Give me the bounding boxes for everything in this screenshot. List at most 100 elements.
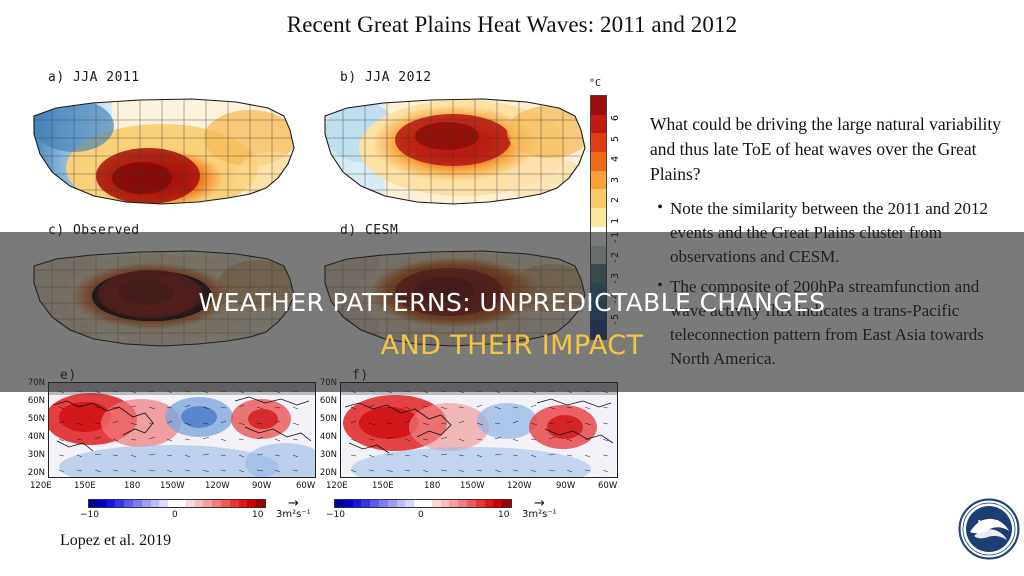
ylabel-e-30N: 30N [27, 450, 45, 460]
colorbar-segment [591, 133, 606, 153]
stream-colorbar-segment [422, 500, 432, 507]
colorbar-segment [591, 208, 606, 227]
bullet-text-1: Note the similarity between the 2011 and… [670, 198, 989, 266]
stream-colorbar-segment [361, 500, 371, 507]
xlabel-f-60W: 60W [598, 481, 618, 491]
colorbar-tick-4: 4 [610, 156, 621, 163]
stream-colorbar-segment [220, 500, 230, 507]
stream-colorbar-segment [458, 500, 467, 507]
ylabel-f-40N: 40N [319, 432, 337, 442]
vector-scale-arrow-e: → [288, 496, 299, 511]
colorbar-segment [591, 96, 606, 115]
stream-colorbar-segment [256, 500, 265, 507]
stream-colorbar-segment [502, 500, 511, 507]
stream-colorbar-segment [449, 500, 459, 507]
stream-colorbar-segment [132, 500, 142, 507]
xlabel-e-120E: 120E [30, 481, 52, 491]
stream-colorbar-segment [185, 500, 195, 507]
stream-cbar-tick-f-max: 10 [498, 510, 510, 520]
stream-colorbar-segment [176, 500, 186, 507]
colorbar-tick-neg2: -2 [610, 252, 621, 265]
stream-colorbar-segment [378, 500, 388, 507]
stream-colorbar-segment [212, 500, 221, 507]
panel-label-f: f) [352, 368, 369, 383]
panel-label-a: a) JJA 2011 [48, 70, 140, 85]
stream-colorbar-f [334, 499, 512, 508]
xlabel-f-90W: 90W [556, 481, 576, 491]
vector-scale-arrow-f: → [534, 496, 545, 511]
stream-colorbar-segment [493, 500, 503, 507]
stream-cbar-tick-f-min: −10 [326, 510, 345, 520]
ylabel-e-40N: 40N [27, 432, 45, 442]
ylabel-e-50N: 50N [27, 414, 45, 424]
stream-cbar-tick-e-max: 10 [252, 510, 264, 520]
stream-cbar-tick-e-zero: 0 [172, 510, 178, 520]
stream-colorbar-segment [440, 500, 450, 507]
stream-colorbar-segment [335, 500, 344, 507]
overlay-caption-line-2: AND THEIR IMPACT [380, 330, 644, 361]
stream-colorbar-segment [396, 500, 406, 507]
lead-question: What could be driving the large natural … [650, 114, 1002, 184]
bullet-glyph-1: • [657, 198, 663, 216]
colorbar-tick-1: 1 [610, 217, 621, 224]
stream-plot-f [340, 382, 618, 478]
colorbar-segment [591, 152, 606, 171]
colorbar-segment [591, 170, 606, 190]
colorbar-segment [591, 189, 606, 209]
colorbar-tick-6: 6 [610, 115, 621, 122]
xlabel-e-90W: 90W [252, 481, 272, 491]
stream-colorbar-segment [387, 500, 397, 507]
xlabel-e-120W: 120W [205, 481, 230, 491]
overlay-caption-line-1: WEATHER PATTERNS: UNPREDICTABLE CHANGES [198, 288, 826, 317]
panel-label-c: c) Observed [48, 223, 140, 238]
map-jja-2012 [313, 86, 603, 221]
xlabel-f-150W: 150W [460, 481, 485, 491]
xlabel-f-150E: 150E [372, 481, 394, 491]
ylabel-f-50N: 50N [319, 414, 337, 424]
stream-colorbar-segment [484, 500, 494, 507]
xlabel-e-150E: 150E [74, 481, 96, 491]
map-jja-2011 [22, 86, 312, 221]
stream-colorbar-segment [141, 500, 151, 507]
xlabel-e-150W: 150W [160, 481, 185, 491]
colorbar-segment [591, 245, 606, 265]
stream-colorbar-segment [89, 500, 98, 507]
colorbar-segment [591, 114, 606, 134]
stream-colorbar-segment [106, 500, 116, 507]
noaa-logo: NOAA [958, 498, 1020, 560]
stream-colorbar-segment [115, 500, 125, 507]
stream-colorbar-segment [431, 500, 441, 507]
stream-colorbar-segment [238, 500, 248, 507]
xlabel-f-180: 180 [424, 481, 441, 491]
colorbar-segment [591, 264, 606, 283]
noaa-logo-wordmark: NOAA [978, 519, 1001, 527]
colorbar-segment [591, 226, 606, 246]
stream-colorbar-segment [159, 500, 169, 507]
stream-colorbar-segment [97, 500, 107, 507]
vector-scale-label-f: 3m²s⁻¹ [522, 509, 557, 520]
citation: Lopez et al. 2019 [60, 532, 172, 549]
ylabel-e-60N: 60N [27, 396, 45, 406]
stream-colorbar-segment [229, 500, 239, 507]
ylabel-f-60N: 60N [319, 396, 337, 406]
stream-colorbar-segment [247, 500, 257, 507]
bullet-item-1: • Note the similarity between the 2011 a… [650, 197, 1018, 269]
ylabel-f-20N: 20N [319, 468, 337, 478]
stream-colorbar-segment [343, 500, 353, 507]
panel-label-b: b) JJA 2012 [340, 70, 432, 85]
stream-cbar-tick-f-zero: 0 [418, 510, 424, 520]
ylabel-f-70N: 70N [319, 378, 337, 388]
stream-colorbar-segment [405, 500, 415, 507]
stream-colorbar-segment [194, 500, 204, 507]
stream-colorbar-segment [150, 500, 160, 507]
colorbar-tick-2: 2 [610, 197, 621, 204]
xlabel-e-180: 180 [124, 481, 141, 491]
stream-plot-e [48, 382, 316, 478]
xlabel-f-120W: 120W [507, 481, 532, 491]
stream-colorbar-segment [475, 500, 485, 507]
colorbar-tick-3: 3 [610, 176, 621, 183]
stream-colorbar-segment [370, 500, 379, 507]
stream-colorbar-segment [203, 500, 213, 507]
stream-colorbar-segment [168, 500, 177, 507]
ylabel-e-20N: 20N [27, 468, 45, 478]
